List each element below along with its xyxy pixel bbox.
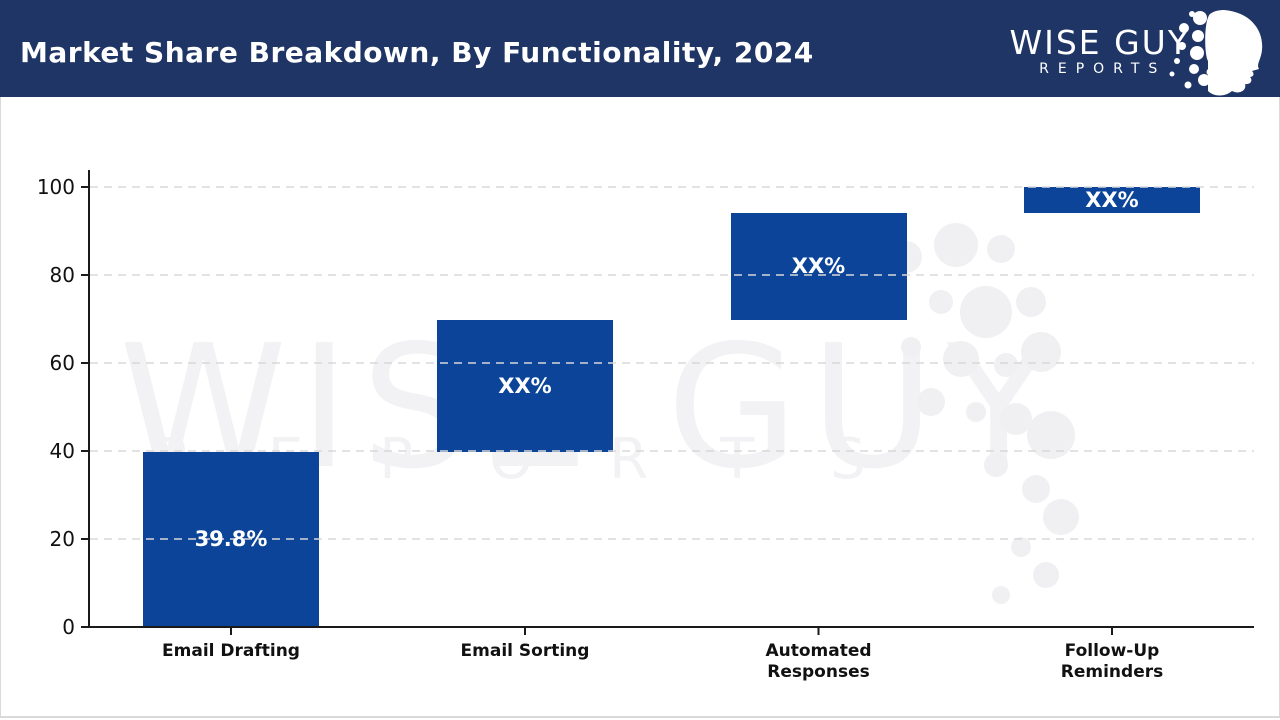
head-profile-icon	[1169, 10, 1263, 96]
page-title: Market Share Breakdown, By Functionality…	[20, 36, 814, 69]
x-axis-category-label: Automated Responses	[765, 641, 872, 682]
watermark-dot	[1016, 287, 1046, 317]
watermark-dot	[901, 337, 921, 357]
watermark-dot	[994, 353, 1018, 377]
logo-wordmark: WISE GUY	[1009, 23, 1190, 62]
watermark-dot	[966, 402, 986, 422]
x-axis-category-label: Email Sorting	[460, 641, 590, 661]
logo-subtitle: REPORTS	[1039, 61, 1167, 77]
bar-value-label: 39.8%	[194, 527, 268, 552]
watermark-dot	[943, 341, 979, 377]
watermark-dot	[1000, 403, 1032, 435]
y-axis-tick-label: 0	[62, 615, 75, 639]
watermark-dot	[1033, 562, 1059, 588]
y-axis-tick-label: 60	[49, 351, 75, 375]
watermark-dot	[1011, 537, 1031, 557]
bar-value-label: XX%	[1085, 187, 1139, 212]
watermark-dot	[992, 586, 1010, 604]
bar-automated-responses	[730, 212, 907, 320]
watermark-dot	[1043, 499, 1079, 535]
y-axis-tick-label: 80	[49, 263, 75, 287]
bar-value-label: XX%	[498, 373, 552, 398]
wise-guy-logo: WISE GUY REPORTS	[1008, 4, 1268, 96]
x-axis-category-label: Email Drafting	[162, 641, 300, 661]
header-bar: Market Share Breakdown, By Functionality…	[0, 0, 1280, 97]
chart-area: WISE GUY REPORTS 39.8% XX% XX% XX% 0 20 40 60 80…	[0, 97, 1280, 718]
x-axis-category-label: Follow-Up Reminders	[1060, 641, 1164, 682]
watermark-dot	[917, 388, 945, 416]
watermark-dot	[1022, 475, 1050, 503]
y-axis-tick-label: 100	[36, 175, 75, 199]
watermark-dot	[984, 453, 1008, 477]
y-axis-tick-label: 20	[49, 527, 75, 551]
bar-follow-up-reminders	[1024, 187, 1200, 213]
watermark-dot	[1021, 332, 1061, 372]
logo-text: WISE GUY REPORTS	[1009, 23, 1190, 78]
watermark-dot	[929, 290, 953, 314]
watermark-dot	[960, 286, 1012, 338]
watermark-dot	[934, 223, 978, 267]
watermark-dot	[1027, 411, 1075, 459]
bar-value-label: XX%	[791, 254, 846, 279]
y-axis-tick-label: 40	[49, 439, 75, 463]
bar-email-sorting	[437, 319, 613, 452]
watermark-dot	[987, 235, 1015, 263]
